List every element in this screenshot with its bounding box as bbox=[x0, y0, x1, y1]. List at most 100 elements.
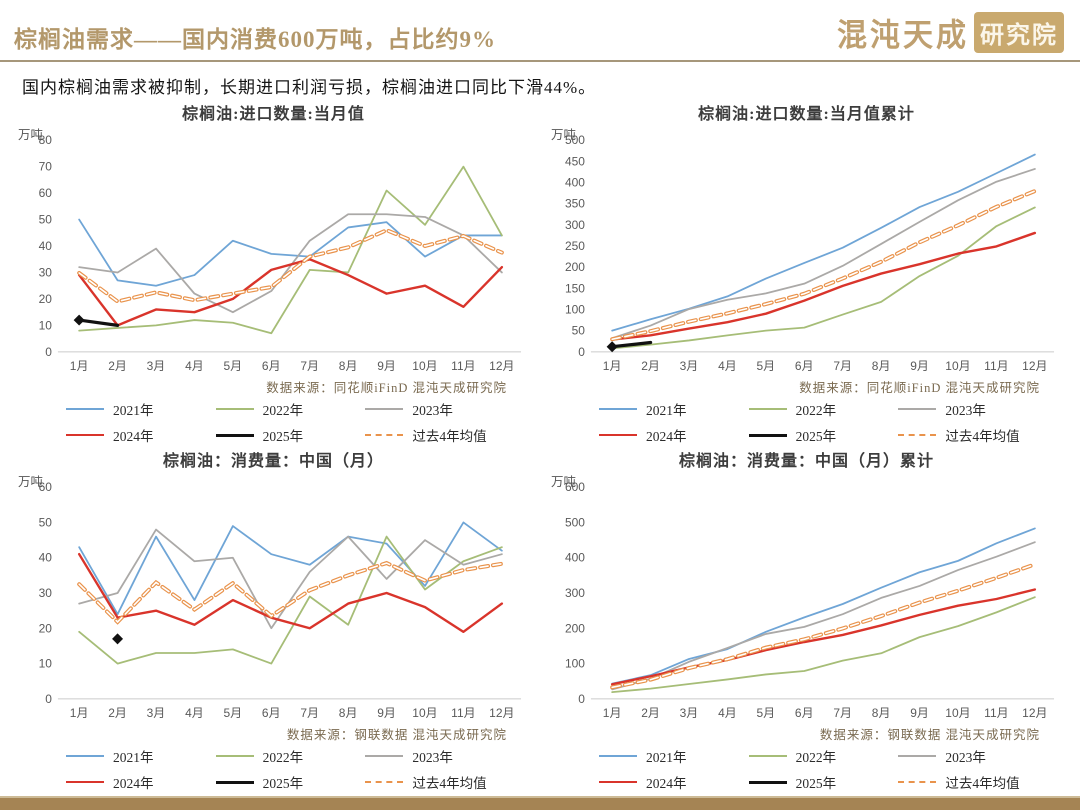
svg-text:400: 400 bbox=[565, 176, 585, 190]
company-logo: 混沌天成 研究院 bbox=[837, 6, 1064, 54]
svg-text:万吨: 万吨 bbox=[551, 475, 576, 489]
chart-legend: 2021年 2022年 2023年 2024年 2025年 过去4年均值 bbox=[14, 398, 533, 447]
legend-swatch bbox=[599, 755, 637, 757]
data-source: 数据来源：同花顺iFinD 混沌天成研究院 bbox=[266, 381, 507, 395]
line-chart-import-monthly: 万吨 0 10 20 30 40 50 60 70 80 1月 2月 3月 4月 5月 6月 7月 8月 9月 10月… bbox=[18, 128, 522, 373]
svg-text:50: 50 bbox=[572, 324, 586, 338]
legend-swatch bbox=[215, 408, 254, 410]
chart-legend: 2021年 2022年 2023年 2024年 2025年 过去4年均值 bbox=[14, 745, 533, 794]
svg-text:40: 40 bbox=[39, 551, 53, 565]
svg-text:10月: 10月 bbox=[412, 359, 437, 373]
legend-swatch bbox=[66, 434, 104, 436]
svg-text:6月: 6月 bbox=[262, 359, 281, 373]
svg-text:1月: 1月 bbox=[603, 359, 622, 373]
svg-text:7月: 7月 bbox=[300, 706, 319, 720]
svg-text:20: 20 bbox=[39, 292, 53, 306]
legend-swatch bbox=[599, 434, 637, 436]
svg-text:4月: 4月 bbox=[718, 706, 737, 720]
svg-text:8月: 8月 bbox=[872, 359, 891, 373]
legend-label: 2022年 bbox=[795, 403, 837, 418]
svg-text:10月: 10月 bbox=[945, 359, 970, 373]
legend-swatch bbox=[898, 781, 937, 783]
legend-item: 2025年 bbox=[215, 772, 366, 792]
svg-text:50: 50 bbox=[39, 515, 53, 529]
legend-swatch bbox=[365, 781, 404, 783]
legend-swatch bbox=[748, 408, 787, 410]
svg-text:12月: 12月 bbox=[1022, 359, 1047, 373]
legend-label: 2024年 bbox=[646, 429, 687, 444]
svg-text:10月: 10月 bbox=[945, 706, 970, 720]
chart-panel-consumption-monthly: 棕榈油：消费量：中国（月） 万吨 0 10 20 30 40 50 60 1月 2月 3月 4月 5月 6… bbox=[10, 449, 537, 794]
legend-label: 过去4年均值 bbox=[945, 776, 1020, 791]
chart-panel-import-cumulative: 棕榈油:进口数量:当月值累计 万吨 0 50 100 150 200 250 300 350 40… bbox=[543, 102, 1070, 447]
svg-text:11月: 11月 bbox=[984, 359, 1008, 373]
legend-swatch bbox=[748, 433, 787, 437]
svg-text:30: 30 bbox=[39, 586, 53, 600]
data-source: 数据来源：钢联数据 混沌天成研究院 bbox=[286, 728, 507, 742]
legend-item: 2021年 bbox=[66, 399, 216, 419]
legend-swatch bbox=[898, 755, 937, 757]
legend-label: 过去4年均值 bbox=[412, 776, 487, 791]
line-chart-consumption-monthly: 万吨 0 10 20 30 40 50 60 1月 2月 3月 4月 5月 6月 7月 8月 9月 10月 11月 1… bbox=[18, 475, 522, 720]
legend-swatch bbox=[215, 433, 254, 437]
legend-label: 2024年 bbox=[113, 429, 154, 444]
legend-item: 2023年 bbox=[898, 746, 1048, 766]
legend-label: 2022年 bbox=[262, 750, 304, 765]
svg-text:2月: 2月 bbox=[108, 706, 127, 720]
svg-text:3月: 3月 bbox=[147, 359, 166, 373]
svg-text:10: 10 bbox=[39, 318, 53, 332]
chart-panel-import-monthly: 棕榈油:进口数量:当月值 万吨 0 10 20 30 40 50 60 70 80 1月 2月 3月 4月… bbox=[10, 102, 537, 447]
svg-text:3月: 3月 bbox=[680, 359, 699, 373]
legend-label: 2021年 bbox=[646, 750, 687, 765]
svg-text:11月: 11月 bbox=[451, 706, 475, 720]
svg-text:80: 80 bbox=[39, 133, 53, 147]
svg-text:0: 0 bbox=[578, 692, 585, 706]
svg-text:0: 0 bbox=[45, 692, 52, 706]
legend-item: 2024年 bbox=[66, 772, 216, 792]
line-chart-consumption-cumulative: 万吨 0 100 200 300 400 500 600 1月 2月 3月 4月 5月 6月 7月 8月 9月 1… bbox=[551, 475, 1055, 720]
legend-swatch bbox=[215, 755, 254, 757]
legend-swatch bbox=[66, 408, 104, 410]
svg-text:9月: 9月 bbox=[910, 359, 929, 373]
svg-text:4月: 4月 bbox=[185, 359, 204, 373]
svg-text:10: 10 bbox=[39, 657, 53, 671]
legend-item: 2022年 bbox=[748, 399, 899, 419]
legend-label: 过去4年均值 bbox=[412, 429, 487, 444]
svg-text:0: 0 bbox=[45, 345, 52, 359]
chart-title: 棕榈油:进口数量:当月值 bbox=[182, 106, 365, 123]
legend-item: 2025年 bbox=[215, 425, 366, 445]
svg-text:7月: 7月 bbox=[833, 359, 852, 373]
legend-swatch bbox=[365, 755, 404, 757]
legend-item: 2024年 bbox=[599, 772, 749, 792]
legend-item: 2023年 bbox=[898, 399, 1048, 419]
legend-swatch bbox=[898, 408, 937, 410]
svg-text:万吨: 万吨 bbox=[18, 475, 43, 489]
legend-item: 2021年 bbox=[66, 746, 216, 766]
legend-item: 2025年 bbox=[748, 772, 899, 792]
data-source: 数据来源：钢联数据 混沌天成研究院 bbox=[819, 728, 1040, 742]
chart-legend: 2021年 2022年 2023年 2024年 2025年 过去4年均值 bbox=[547, 398, 1066, 447]
legend-swatch bbox=[898, 434, 937, 436]
svg-text:1月: 1月 bbox=[70, 359, 89, 373]
legend-label: 2023年 bbox=[412, 403, 453, 418]
page-header: 棕榈油需求——国内消费600万吨，占比约9% 混沌天成 研究院 bbox=[0, 0, 1080, 62]
svg-text:6月: 6月 bbox=[262, 706, 281, 720]
svg-text:4月: 4月 bbox=[718, 359, 737, 373]
svg-text:200: 200 bbox=[565, 621, 585, 635]
legend-label: 2022年 bbox=[262, 403, 304, 418]
svg-text:12月: 12月 bbox=[489, 706, 514, 720]
svg-text:60: 60 bbox=[39, 186, 53, 200]
data-source: 数据来源：同花顺iFinD 混沌天成研究院 bbox=[799, 381, 1040, 395]
legend-item: 2022年 bbox=[215, 746, 366, 766]
legend-swatch bbox=[365, 408, 404, 410]
svg-text:0: 0 bbox=[578, 345, 585, 359]
legend-item: 2023年 bbox=[365, 399, 515, 419]
svg-text:11月: 11月 bbox=[984, 706, 1008, 720]
svg-text:100: 100 bbox=[565, 302, 585, 316]
legend-label: 2023年 bbox=[945, 750, 986, 765]
svg-text:8月: 8月 bbox=[339, 706, 358, 720]
legend-item: 过去4年均值 bbox=[365, 772, 515, 792]
legend-swatch bbox=[599, 408, 637, 410]
svg-text:5月: 5月 bbox=[224, 359, 243, 373]
legend-item: 2021年 bbox=[599, 399, 749, 419]
